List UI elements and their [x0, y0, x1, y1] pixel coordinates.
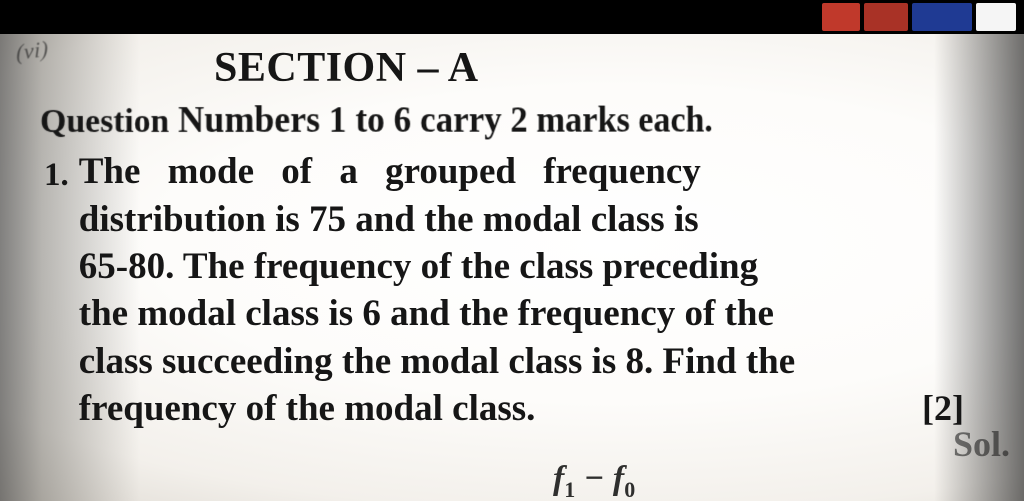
- question-line: The mode of a grouped frequency: [79, 148, 964, 195]
- page-content: SECTION – A Question Numbers 1 to 6 carr…: [0, 34, 1024, 432]
- formula-minus: −: [575, 460, 613, 497]
- formula-sub0: 0: [624, 477, 635, 501]
- question-line: class succeeding the modal class is 8. F…: [79, 338, 964, 385]
- toolbar-button-fragment[interactable]: [822, 3, 860, 31]
- question-line: frequency of the modal class.: [79, 385, 536, 432]
- question-line: distribution is 75 and the modal class i…: [79, 196, 964, 243]
- instruction-prefix: Question: [40, 103, 169, 140]
- question-last-line: frequency of the modal class. [2]: [79, 385, 964, 432]
- mode-formula-fragment: f1 − f0: [553, 460, 635, 501]
- solution-label: Sol.: [953, 423, 1010, 465]
- formula-f1: f: [553, 460, 564, 497]
- formula-sub1: 1: [564, 477, 575, 501]
- toolbar-button-fragment[interactable]: [864, 3, 908, 31]
- question-body: The mode of a grouped frequency distribu…: [79, 148, 964, 432]
- toolbar-button-fragment[interactable]: [912, 3, 972, 31]
- question-line: the modal class is 6 and the frequency o…: [79, 290, 964, 337]
- toolbar-button-fragment[interactable]: [976, 3, 1016, 31]
- question-range-instruction: Question Numbers 1 to 6 carry 2 marks ea…: [40, 98, 910, 144]
- section-heading: SECTION – A: [214, 44, 964, 92]
- app-topbar: [0, 0, 1024, 34]
- formula-f0: f: [613, 460, 624, 497]
- question-line: 65-80. The frequency of the class preced…: [79, 243, 964, 290]
- question-number: 1.: [44, 154, 69, 197]
- instruction-text: Numbers 1 to 6 carry 2 marks each.: [169, 100, 713, 141]
- scanned-page: (vi) SECTION – A Question Numbers 1 to 6…: [0, 34, 1024, 501]
- question-1: 1. The mode of a grouped frequency distr…: [44, 148, 964, 432]
